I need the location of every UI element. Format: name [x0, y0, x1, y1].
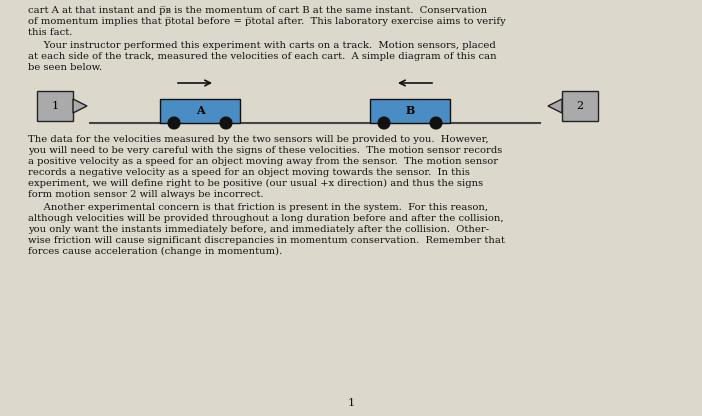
Bar	[562, 91, 598, 121]
Text: you only want the instants immediately before, and immediately after the collisi: you only want the instants immediately b…	[28, 225, 489, 234]
Text: a positive velocity as a speed for an object moving away from the sensor.  The m: a positive velocity as a speed for an ob…	[28, 157, 498, 166]
Polygon shape	[73, 99, 87, 113]
Text: cart A at that instant and p̅в is the momentum of cart B at the same instant.  C: cart A at that instant and p̅в is the mo…	[28, 6, 487, 15]
Bar	[37, 91, 73, 121]
Text: of momentum implies that p̅total before = p̅total after.  This laboratory exerci: of momentum implies that p̅total before …	[28, 17, 505, 26]
Text: forces cause acceleration (change in momentum).: forces cause acceleration (change in mom…	[28, 247, 282, 256]
Text: B: B	[405, 106, 415, 116]
Text: although velocities will be provided throughout a long duration before and after: although velocities will be provided thr…	[28, 214, 503, 223]
Text: experiment, we will define right to be positive (our usual +x direction) and thu: experiment, we will define right to be p…	[28, 179, 483, 188]
Circle shape	[378, 117, 390, 129]
Text: 1: 1	[51, 101, 58, 111]
Text: you will need to be very careful with the signs of these velocities.  The motion: you will need to be very careful with th…	[28, 146, 502, 155]
Text: records a negative velocity as a speed for an object moving towards the sensor. : records a negative velocity as a speed f…	[28, 168, 470, 177]
Text: wise friction will cause significant discrepancies in momentum conservation.  Re: wise friction will cause significant dis…	[28, 236, 505, 245]
Polygon shape	[548, 99, 562, 113]
Text: Your instructor performed this experiment with carts on a track.  Motion sensors: Your instructor performed this experimen…	[28, 41, 496, 50]
Bar	[160, 99, 240, 123]
Bar	[370, 99, 450, 123]
Text: form motion sensor 2 will always be incorrect.: form motion sensor 2 will always be inco…	[28, 190, 263, 199]
Text: 1: 1	[347, 398, 355, 408]
Text: this fact.: this fact.	[28, 28, 72, 37]
Circle shape	[168, 117, 180, 129]
Text: 2: 2	[576, 101, 583, 111]
Text: The data for the velocities measured by the two sensors will be provided to you.: The data for the velocities measured by …	[28, 135, 489, 144]
Text: A: A	[196, 106, 204, 116]
Text: Another experimental concern is that friction is present in the system.  For thi: Another experimental concern is that fri…	[28, 203, 488, 212]
Text: at each side of the track, measured the velocities of each cart.  A simple diagr: at each side of the track, measured the …	[28, 52, 496, 61]
Circle shape	[430, 117, 442, 129]
Text: be seen below.: be seen below.	[28, 63, 102, 72]
Circle shape	[220, 117, 232, 129]
